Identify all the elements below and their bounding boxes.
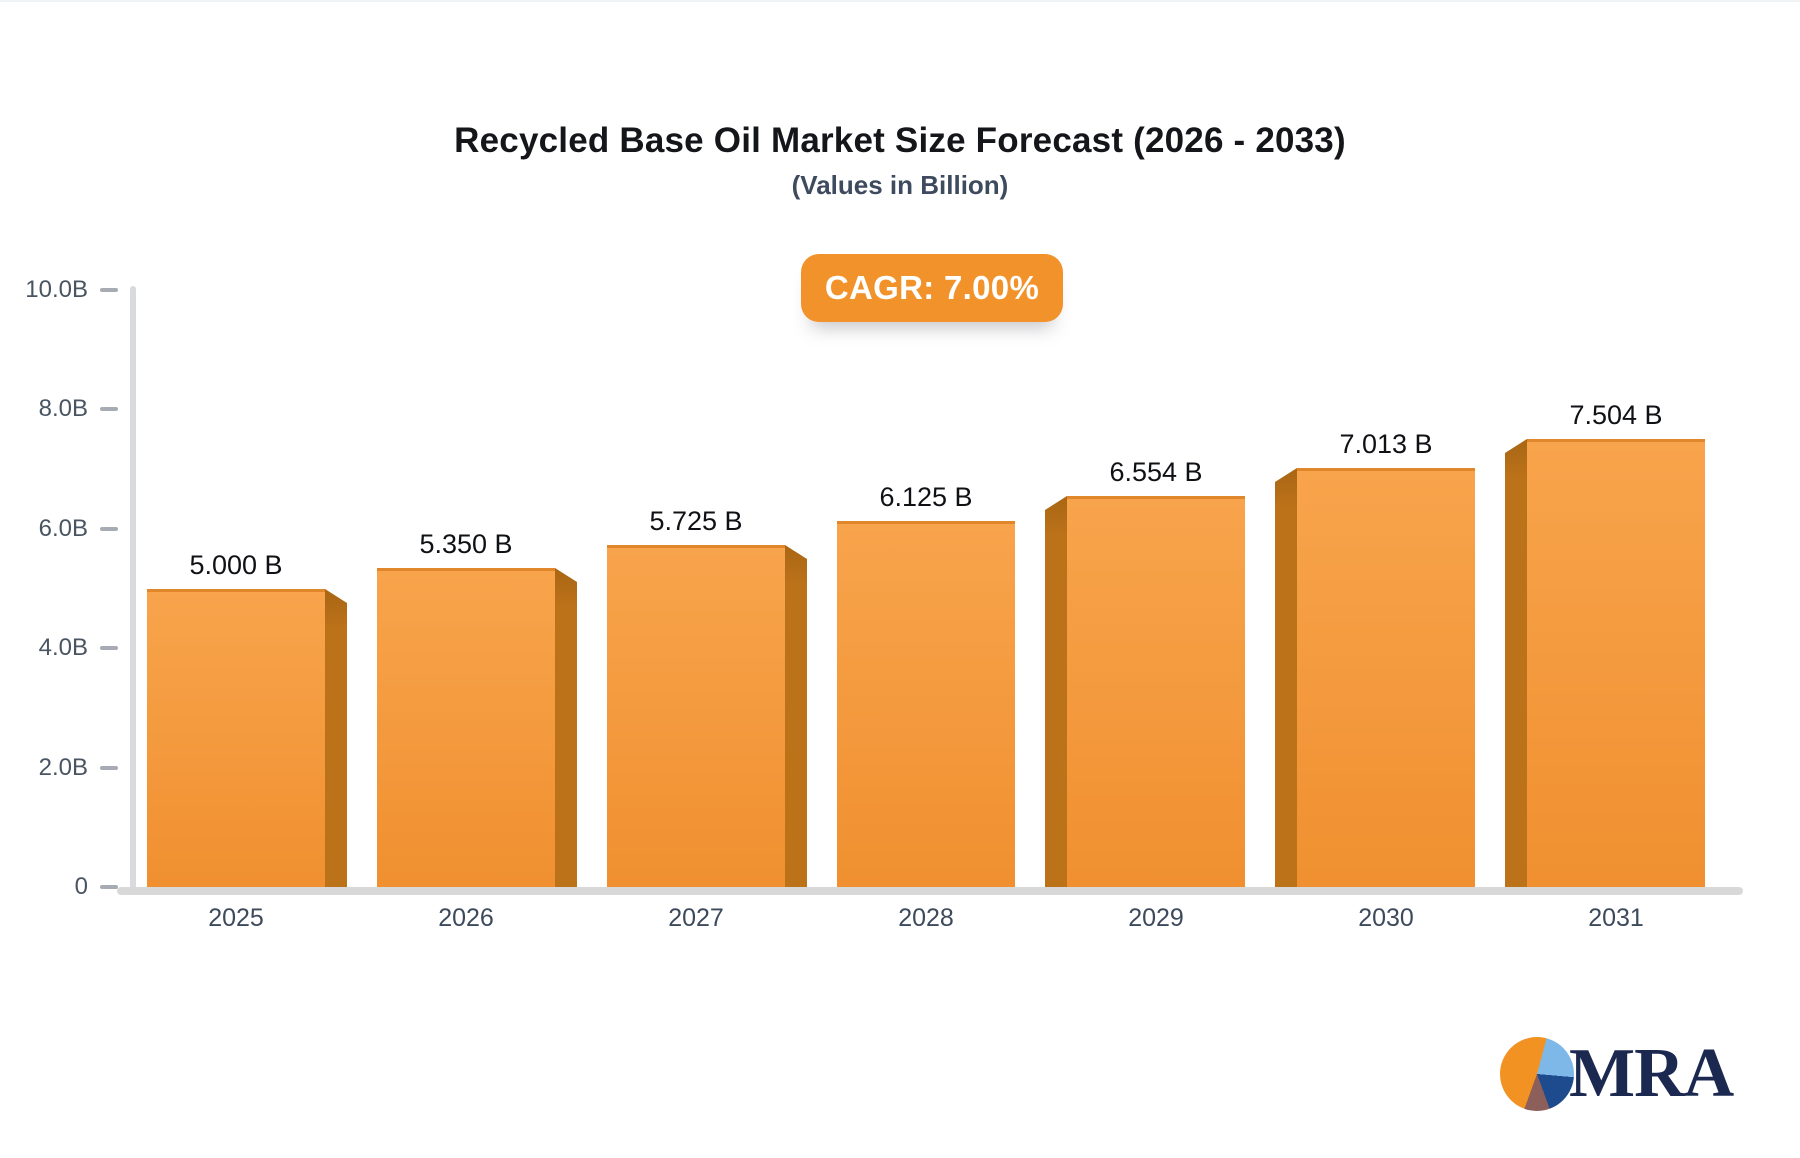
- y-tick-label: 2.0B: [38, 753, 88, 781]
- bar: [837, 521, 1015, 887]
- x-tick-label: 2028: [898, 904, 954, 932]
- y-tick-label: 10.0B: [25, 276, 88, 303]
- bar: [377, 568, 555, 887]
- chart-title: Recycled Base Oil Market Size Forecast (…: [454, 121, 1346, 161]
- x-tick-label: 2029: [1128, 904, 1184, 932]
- bar-value-label: 7.013 B: [1339, 429, 1433, 459]
- bar: [1527, 439, 1705, 887]
- bar-value-label: 6.554 B: [1109, 457, 1203, 487]
- mra-logo: MRA: [1500, 1035, 1734, 1112]
- bar-value-label: 5.350 B: [419, 529, 513, 559]
- y-tick-mark: [100, 288, 118, 292]
- bar-3d-side: [555, 568, 577, 887]
- y-tick-label: 8.0B: [38, 395, 88, 423]
- logo-text: MRA: [1569, 1035, 1734, 1112]
- bar-value-label: 5.000 B: [189, 550, 283, 580]
- y-tick-label: 0: [74, 873, 88, 900]
- x-tick-label: 2025: [208, 904, 264, 932]
- chart-subtitle: (Values in Billion): [791, 170, 1009, 200]
- y-tick-mark: [100, 407, 118, 412]
- x-tick-label: 2026: [438, 904, 494, 932]
- y-tick-mark: [100, 765, 118, 770]
- y-tick-mark: [100, 646, 118, 651]
- cagr-badge-label: CAGR: 7.00%: [824, 269, 1040, 306]
- x-tick-label: 2031: [1588, 904, 1644, 932]
- y-tick-label: 4.0B: [38, 634, 88, 662]
- bar-value-label: 6.125 B: [879, 482, 973, 512]
- x-axis-baseline: [117, 887, 1743, 895]
- bar: [1297, 468, 1475, 887]
- bar-value-label: 5.725 B: [649, 506, 743, 536]
- bar-3d-side: [1275, 468, 1297, 887]
- bar: [1067, 496, 1245, 887]
- bar: [147, 589, 325, 887]
- bar-3d-side: [785, 545, 807, 887]
- bar-3d-side: [325, 589, 347, 887]
- x-tick-label: 2027: [668, 904, 724, 932]
- bar-3d-side: [1505, 439, 1527, 887]
- bar: [607, 545, 785, 887]
- bar-3d-side: [1045, 496, 1067, 887]
- y-tick-label: 6.0B: [38, 514, 88, 542]
- y-tick-mark: [100, 885, 118, 889]
- cagr-badge: CAGR: 7.00%: [801, 254, 1063, 322]
- y-tick-mark: [100, 526, 118, 531]
- bar-value-label: 7.504 B: [1569, 400, 1663, 430]
- pie-chart-logo-icon: [1500, 1037, 1574, 1111]
- x-tick-label: 2030: [1358, 904, 1414, 932]
- y-axis-line: [130, 286, 136, 891]
